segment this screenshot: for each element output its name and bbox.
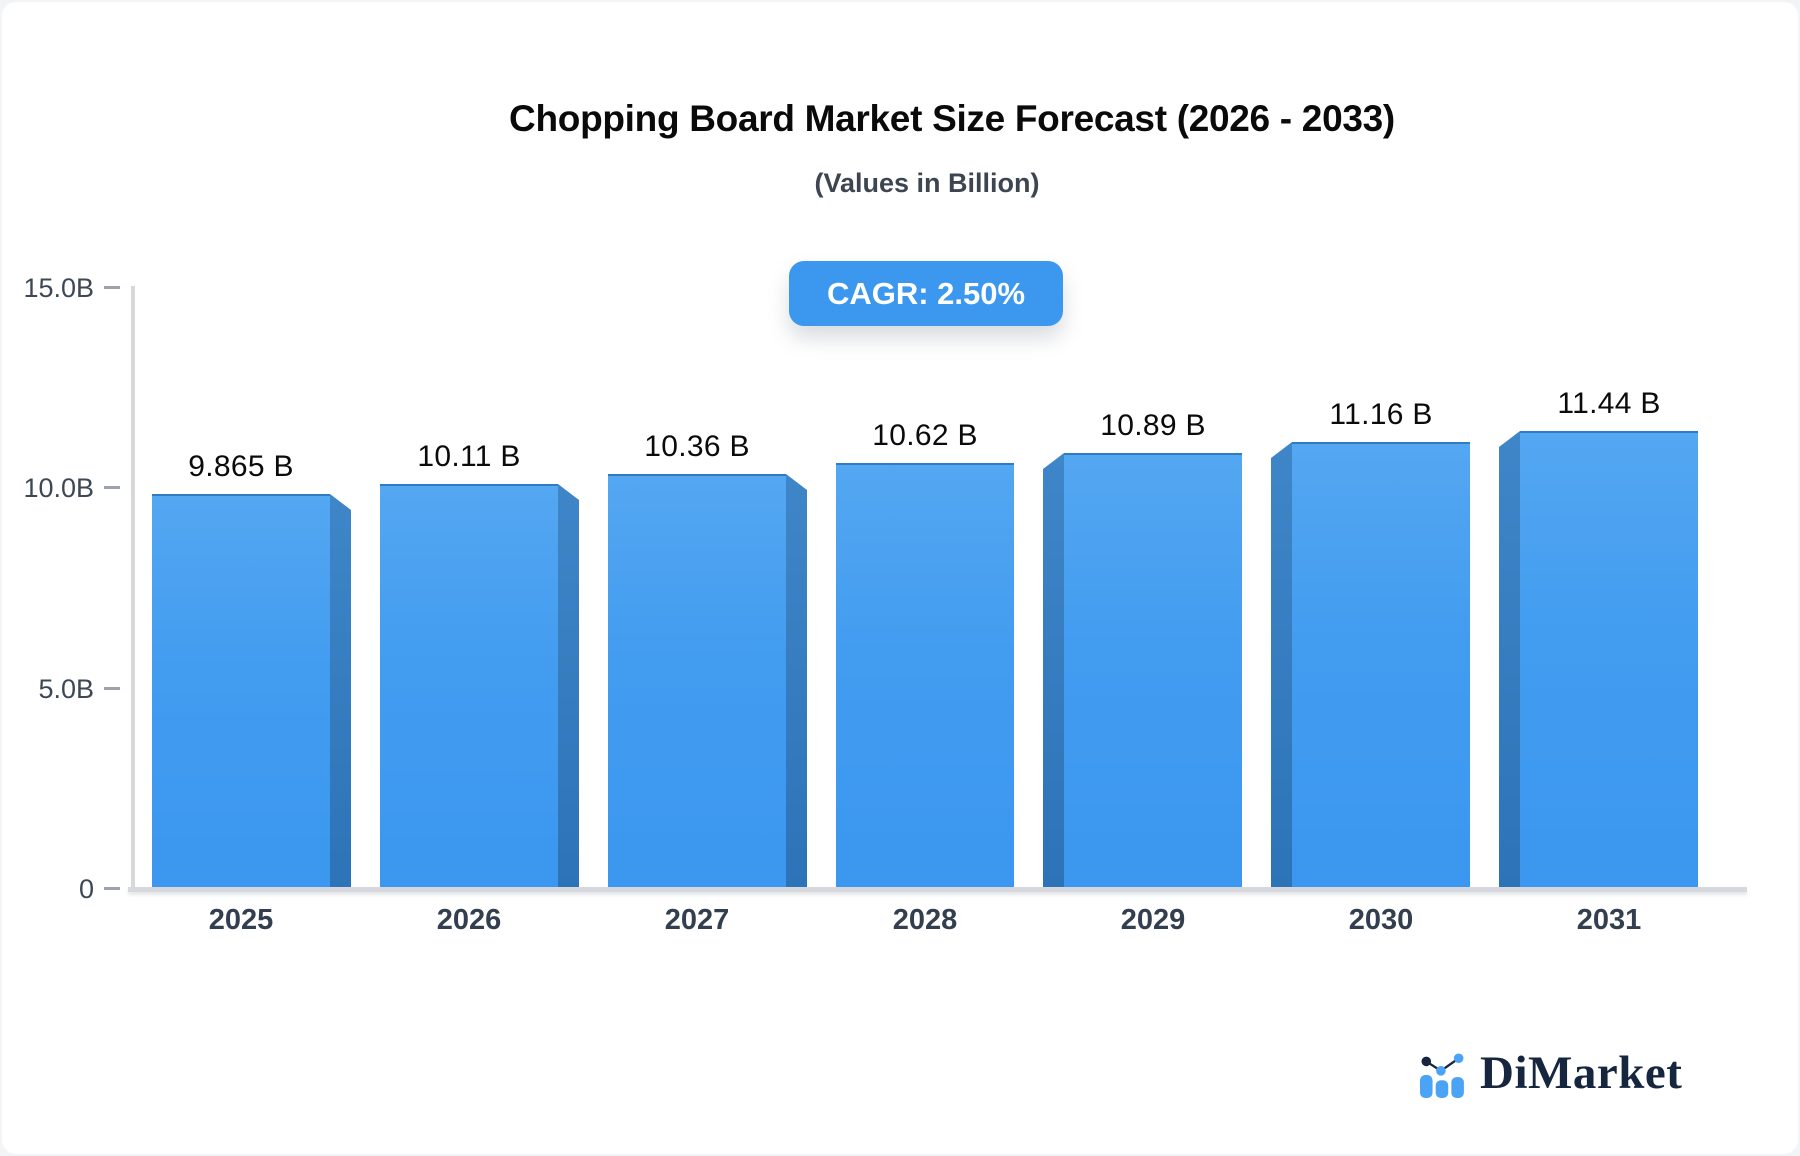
y-tick-label: 0: [78, 874, 94, 904]
x-axis-category-label: 2025: [208, 904, 274, 936]
y-tick-label: 15.0B: [23, 273, 94, 303]
x-axis-category-label: 2031: [1576, 904, 1642, 936]
y-tick-label: 5.0B: [38, 674, 94, 704]
y-tick-mark: [104, 286, 120, 289]
bar-value-label: 10.36 B: [644, 430, 750, 463]
mini-bar-chart-icon: [1420, 1053, 1464, 1098]
cagr-badge: CAGR: 2.50%: [789, 261, 1063, 326]
bar-2025: [152, 494, 330, 887]
chart-subtitle: (Values in Billion): [814, 168, 1040, 198]
bar-2028: [836, 463, 1014, 887]
bar-side-face: [1499, 431, 1520, 887]
x-axis-category-label: 2026: [436, 904, 502, 936]
x-axis-category-label: 2027: [664, 904, 730, 936]
chart-title: Chopping Board Market Size Forecast (202…: [509, 98, 1395, 139]
bar-2029: [1064, 453, 1242, 887]
bar-side-face: [330, 494, 351, 887]
bar-value-label: 11.44 B: [1557, 387, 1661, 420]
x-axis-category-label: 2030: [1348, 904, 1414, 936]
bar-2030: [1292, 442, 1470, 887]
bar-2031: [1520, 431, 1698, 887]
y-tick-mark: [104, 486, 120, 489]
brand-name: DiMarket: [1480, 1047, 1683, 1099]
bar-value-label: 11.16 B: [1329, 398, 1433, 431]
bar-value-label: 9.865 B: [188, 450, 294, 483]
brand-logo: DiMarket: [1420, 1044, 1682, 1098]
y-tick-mark: [104, 687, 120, 690]
bar-side-face: [1271, 442, 1292, 887]
x-axis-baseline: [128, 887, 1747, 892]
y-axis-line: [131, 286, 135, 892]
x-axis-category-label: 2029: [1120, 904, 1186, 936]
x-axis-category-label: 2028: [892, 904, 958, 936]
bar-side-face: [558, 484, 579, 887]
bar-side-face: [786, 474, 807, 887]
bar-2027: [608, 474, 786, 887]
bar-side-face: [1043, 453, 1064, 887]
bar-value-label: 10.89 B: [1100, 409, 1206, 442]
y-tick-mark: [104, 887, 120, 890]
bar-value-label: 10.11 B: [417, 440, 521, 473]
y-tick-label: 10.0B: [23, 473, 94, 503]
bar-2026: [380, 484, 558, 887]
bar-value-label: 10.62 B: [872, 419, 978, 452]
